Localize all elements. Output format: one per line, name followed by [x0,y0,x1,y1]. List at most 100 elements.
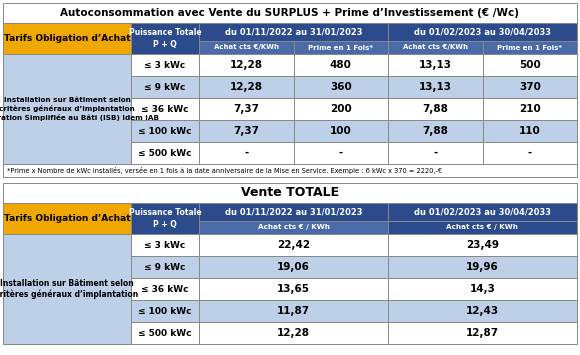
Text: 210: 210 [519,104,541,114]
Bar [199,41,293,54]
Text: Achat cts € / KWh: Achat cts € / KWh [447,224,519,230]
Text: Achat cts € / KWh: Achat cts € / KWh [258,224,329,230]
Bar [293,142,388,164]
Text: 13,13: 13,13 [419,60,452,70]
Text: 480: 480 [330,60,351,70]
Bar [388,41,483,54]
Bar [483,98,577,120]
Text: 370: 370 [519,82,541,92]
Bar [131,256,199,278]
Text: Installation sur Bâtiment selon
critères généraux d’implantation
Intégration Sim: Installation sur Bâtiment selon critères… [0,97,158,121]
Text: du 01/02/2023 au 30/04/2033: du 01/02/2023 au 30/04/2033 [414,27,551,37]
Bar [199,54,293,76]
Bar [131,98,199,120]
Bar [388,278,577,300]
Bar [199,256,388,278]
Text: -: - [339,148,343,158]
Text: ≤ 9 kWc: ≤ 9 kWc [144,82,186,92]
Text: Installation sur Bâtiment selon
critères généraux d’implantation: Installation sur Bâtiment selon critères… [0,279,139,299]
Text: 7,37: 7,37 [233,126,259,136]
Bar [199,23,388,41]
Bar [131,76,199,98]
Bar [3,234,131,344]
Bar [388,300,577,322]
Text: ≤ 500 kWc: ≤ 500 kWc [138,148,192,158]
Text: Prime en 1 Fois*: Prime en 1 Fois* [308,44,374,50]
Bar [388,234,577,256]
Text: du 01/11/2022 au 31/01/2023: du 01/11/2022 au 31/01/2023 [225,27,362,37]
Bar [131,203,199,234]
Bar [388,98,483,120]
Bar [131,234,199,256]
Text: Autoconsommation avec Vente du SURPLUS + Prime d’Investissement (€ /Wc): Autoconsommation avec Vente du SURPLUS +… [60,8,520,18]
Text: 14,3: 14,3 [470,284,495,294]
Bar [199,322,388,344]
Text: Achat cts €/KWh: Achat cts €/KWh [403,44,467,50]
Bar [388,322,577,344]
Bar [3,3,577,23]
Bar [293,54,388,76]
Text: Puissance Totale
P + Q: Puissance Totale P + Q [129,28,201,49]
Text: 19,06: 19,06 [277,262,310,272]
Text: du 01/02/2023 au 30/04/2033: du 01/02/2023 au 30/04/2033 [414,208,551,217]
Bar [388,76,483,98]
Text: Vente TOTALE: Vente TOTALE [241,186,339,200]
Text: 12,28: 12,28 [277,328,310,338]
Bar [388,256,577,278]
Text: ≤ 100 kWc: ≤ 100 kWc [138,306,192,316]
Text: ≤ 9 kWc: ≤ 9 kWc [144,262,186,272]
Text: ≤ 3 kWc: ≤ 3 kWc [144,60,186,70]
Bar [199,98,293,120]
Text: -: - [528,148,532,158]
Bar [388,221,577,234]
Text: 12,28: 12,28 [230,60,263,70]
Bar [388,142,483,164]
Bar [131,54,199,76]
Bar [3,23,131,54]
Bar [199,76,293,98]
Text: 360: 360 [330,82,351,92]
Text: 110: 110 [519,126,541,136]
Bar [199,300,388,322]
Bar [483,142,577,164]
Text: 7,88: 7,88 [422,104,448,114]
Bar [131,142,199,164]
Text: 7,88: 7,88 [422,126,448,136]
Bar [293,76,388,98]
Bar [388,23,577,41]
Bar [199,142,293,164]
Bar [131,120,199,142]
Bar [3,183,577,203]
Text: Prime en 1 Fois*: Prime en 1 Fois* [497,44,562,50]
Bar [388,120,483,142]
Text: 23,49: 23,49 [466,240,499,250]
Text: 12,87: 12,87 [466,328,499,338]
Text: 12,43: 12,43 [466,306,499,316]
Text: *Prime x Nombre de kWc installés, versée en 1 fois à la date anniversaire de la : *Prime x Nombre de kWc installés, versée… [7,167,442,174]
Text: 11,87: 11,87 [277,306,310,316]
Text: du 01/11/2022 au 31/01/2023: du 01/11/2022 au 31/01/2023 [225,208,362,217]
Text: Tarifs Obligation d’Achat: Tarifs Obligation d’Achat [3,34,130,43]
Text: ≤ 36 kWc: ≤ 36 kWc [142,284,189,294]
Bar [199,203,388,221]
Bar [131,23,199,54]
Text: 13,65: 13,65 [277,284,310,294]
Bar [483,76,577,98]
Text: Achat cts €/KWh: Achat cts €/KWh [214,44,279,50]
Text: Tarifs Obligation d’Achat: Tarifs Obligation d’Achat [3,214,130,223]
Text: ≤ 500 kWc: ≤ 500 kWc [138,328,192,338]
Text: 500: 500 [519,60,541,70]
Text: Puissance Totale
P + Q: Puissance Totale P + Q [129,208,201,229]
Text: 22,42: 22,42 [277,240,310,250]
Bar [483,120,577,142]
Bar [293,98,388,120]
Text: 13,13: 13,13 [419,82,452,92]
Text: ≤ 3 kWc: ≤ 3 kWc [144,240,186,250]
Bar [3,203,131,234]
Bar [293,120,388,142]
Text: 200: 200 [330,104,351,114]
Bar [131,322,199,344]
Bar [483,54,577,76]
Bar [388,203,577,221]
Bar [293,41,388,54]
